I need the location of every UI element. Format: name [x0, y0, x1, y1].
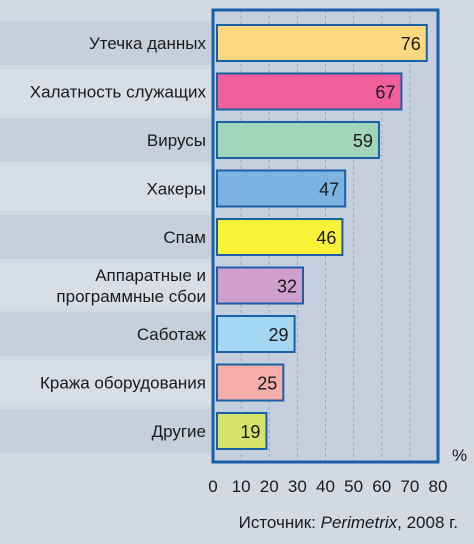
x-tick-label: 30 [288, 477, 307, 496]
data-label: 32 [277, 277, 297, 297]
row-band [0, 215, 213, 259]
bar [216, 266, 304, 305]
category-label: Халатность служащих [30, 83, 207, 102]
category-label: Саботаж [137, 325, 207, 344]
bar [216, 121, 380, 159]
category-label: Аппаратные и [95, 266, 206, 285]
x-tick-label: 40 [316, 477, 335, 496]
data-label: 25 [257, 374, 277, 394]
source-prefix: Источник: [238, 513, 321, 532]
category-label: Другие [152, 422, 206, 441]
row-band [0, 118, 213, 162]
row-band [0, 360, 213, 405]
source-suffix: , 2008 г. [397, 513, 458, 532]
category-label: Вирусы [147, 131, 206, 150]
category-label: Кража оборудования [40, 374, 206, 393]
category-label: Хакеры [146, 180, 206, 199]
row-band [0, 312, 213, 356]
category-label: программные сбои [56, 287, 206, 306]
bar [216, 169, 347, 208]
x-tick-label: 60 [372, 477, 391, 496]
data-label: 76 [401, 34, 421, 54]
data-label: 47 [319, 180, 339, 200]
bar-chart: 76 Утечка данных 67 Халатность служащих 59 Ви… [0, 8, 467, 496]
data-label: 59 [353, 131, 373, 151]
row-band [0, 409, 213, 453]
bar [216, 24, 428, 62]
x-tick-label: 0 [208, 477, 217, 496]
bar [216, 412, 268, 450]
row-band [0, 69, 213, 114]
bar [216, 315, 296, 353]
row-band [0, 166, 213, 211]
data-label: 46 [316, 228, 336, 248]
plot-frame [211, 8, 440, 464]
x-tick-label: 20 [260, 477, 279, 496]
source-note: Источник: Perimetrix, 2008 г. [239, 513, 458, 533]
data-label: 67 [375, 83, 395, 103]
row-band [0, 21, 213, 65]
x-tick-label: 50 [344, 477, 363, 496]
data-label: 29 [269, 325, 289, 345]
source-name: Perimetrix [320, 513, 398, 532]
x-tick-label: 10 [232, 477, 251, 496]
category-label: Утечка данных [89, 34, 206, 53]
category-label: Спам [163, 228, 206, 247]
data-label: 19 [240, 422, 260, 442]
x-tick-label: 80 [429, 477, 448, 496]
bar [216, 363, 285, 402]
x-unit-label: % [452, 446, 467, 465]
bar [216, 218, 344, 256]
bar [216, 72, 403, 111]
row-band [0, 263, 213, 308]
x-tick-label: 70 [400, 477, 419, 496]
